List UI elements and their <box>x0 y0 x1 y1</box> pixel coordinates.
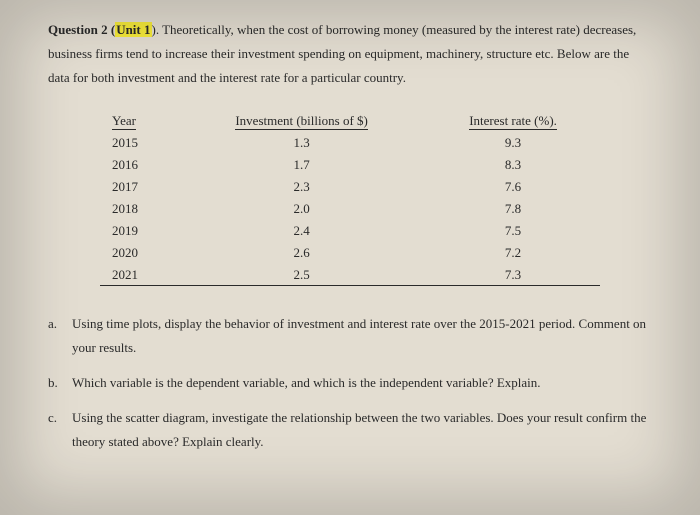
sq-text: Using time plots, display the behavior o… <box>72 312 652 359</box>
table-row: 2017 2.3 7.6 <box>100 176 600 198</box>
sq-letter: a. <box>48 312 72 359</box>
data-table: Year Investment (billions of $) Interest… <box>100 110 600 286</box>
sq-letter: b. <box>48 371 72 394</box>
sub-questions: a. Using time plots, display the behavio… <box>48 312 652 453</box>
table-row: 2021 2.5 7.3 <box>100 264 600 286</box>
table-row: 2016 1.7 8.3 <box>100 154 600 176</box>
sq-text: Which variable is the dependent variable… <box>72 371 652 394</box>
col-investment: Investment (billions of $) <box>177 110 426 132</box>
question-label: Question 2 <box>48 22 108 37</box>
sub-question-a: a. Using time plots, display the behavio… <box>48 312 652 359</box>
sub-question-b: b. Which variable is the dependent varia… <box>48 371 652 394</box>
table-row: 2020 2.6 7.2 <box>100 242 600 264</box>
table-body: 2015 1.3 9.3 2016 1.7 8.3 2017 2.3 7.6 2… <box>100 132 600 286</box>
table-row: 2018 2.0 7.8 <box>100 198 600 220</box>
sub-question-c: c. Using the scatter diagram, investigat… <box>48 406 652 453</box>
sq-letter: c. <box>48 406 72 453</box>
table-header-row: Year Investment (billions of $) Interest… <box>100 110 600 132</box>
sq-text: Using the scatter diagram, investigate t… <box>72 406 652 453</box>
question-intro: Question 2 (Unit 1). Theoretically, when… <box>48 18 652 90</box>
col-year: Year <box>100 110 177 132</box>
col-interest: Interest rate (%). <box>426 110 600 132</box>
table-row: 2019 2.4 7.5 <box>100 220 600 242</box>
unit-label: Unit 1 <box>115 22 151 37</box>
table-row: 2015 1.3 9.3 <box>100 132 600 154</box>
